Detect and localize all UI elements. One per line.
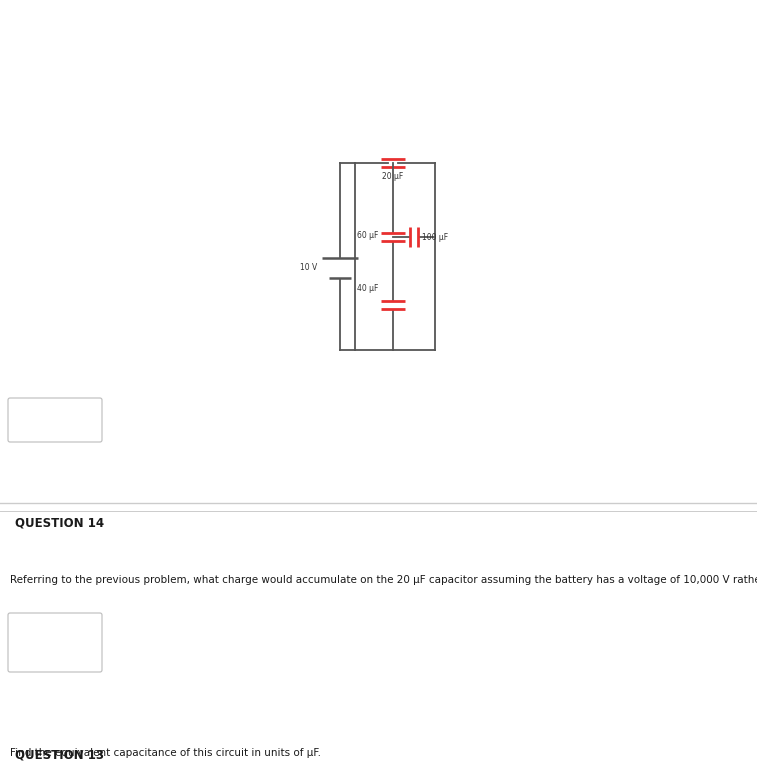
Text: 100 μF: 100 μF: [422, 233, 448, 241]
FancyBboxPatch shape: [8, 398, 102, 442]
Text: 60 μF: 60 μF: [357, 230, 378, 240]
Text: Find the equivalent capacitance of this circuit in units of μF.: Find the equivalent capacitance of this …: [10, 748, 321, 758]
Text: 40 μF: 40 μF: [357, 284, 378, 293]
Text: QUESTION 13: QUESTION 13: [15, 749, 104, 762]
Text: QUESTION 14: QUESTION 14: [15, 517, 104, 530]
Text: 10 V: 10 V: [300, 264, 317, 272]
Text: Referring to the previous problem, what charge would accumulate on the 20 μF cap: Referring to the previous problem, what …: [10, 575, 757, 585]
FancyBboxPatch shape: [8, 613, 102, 672]
Text: 20 μF: 20 μF: [382, 172, 403, 181]
